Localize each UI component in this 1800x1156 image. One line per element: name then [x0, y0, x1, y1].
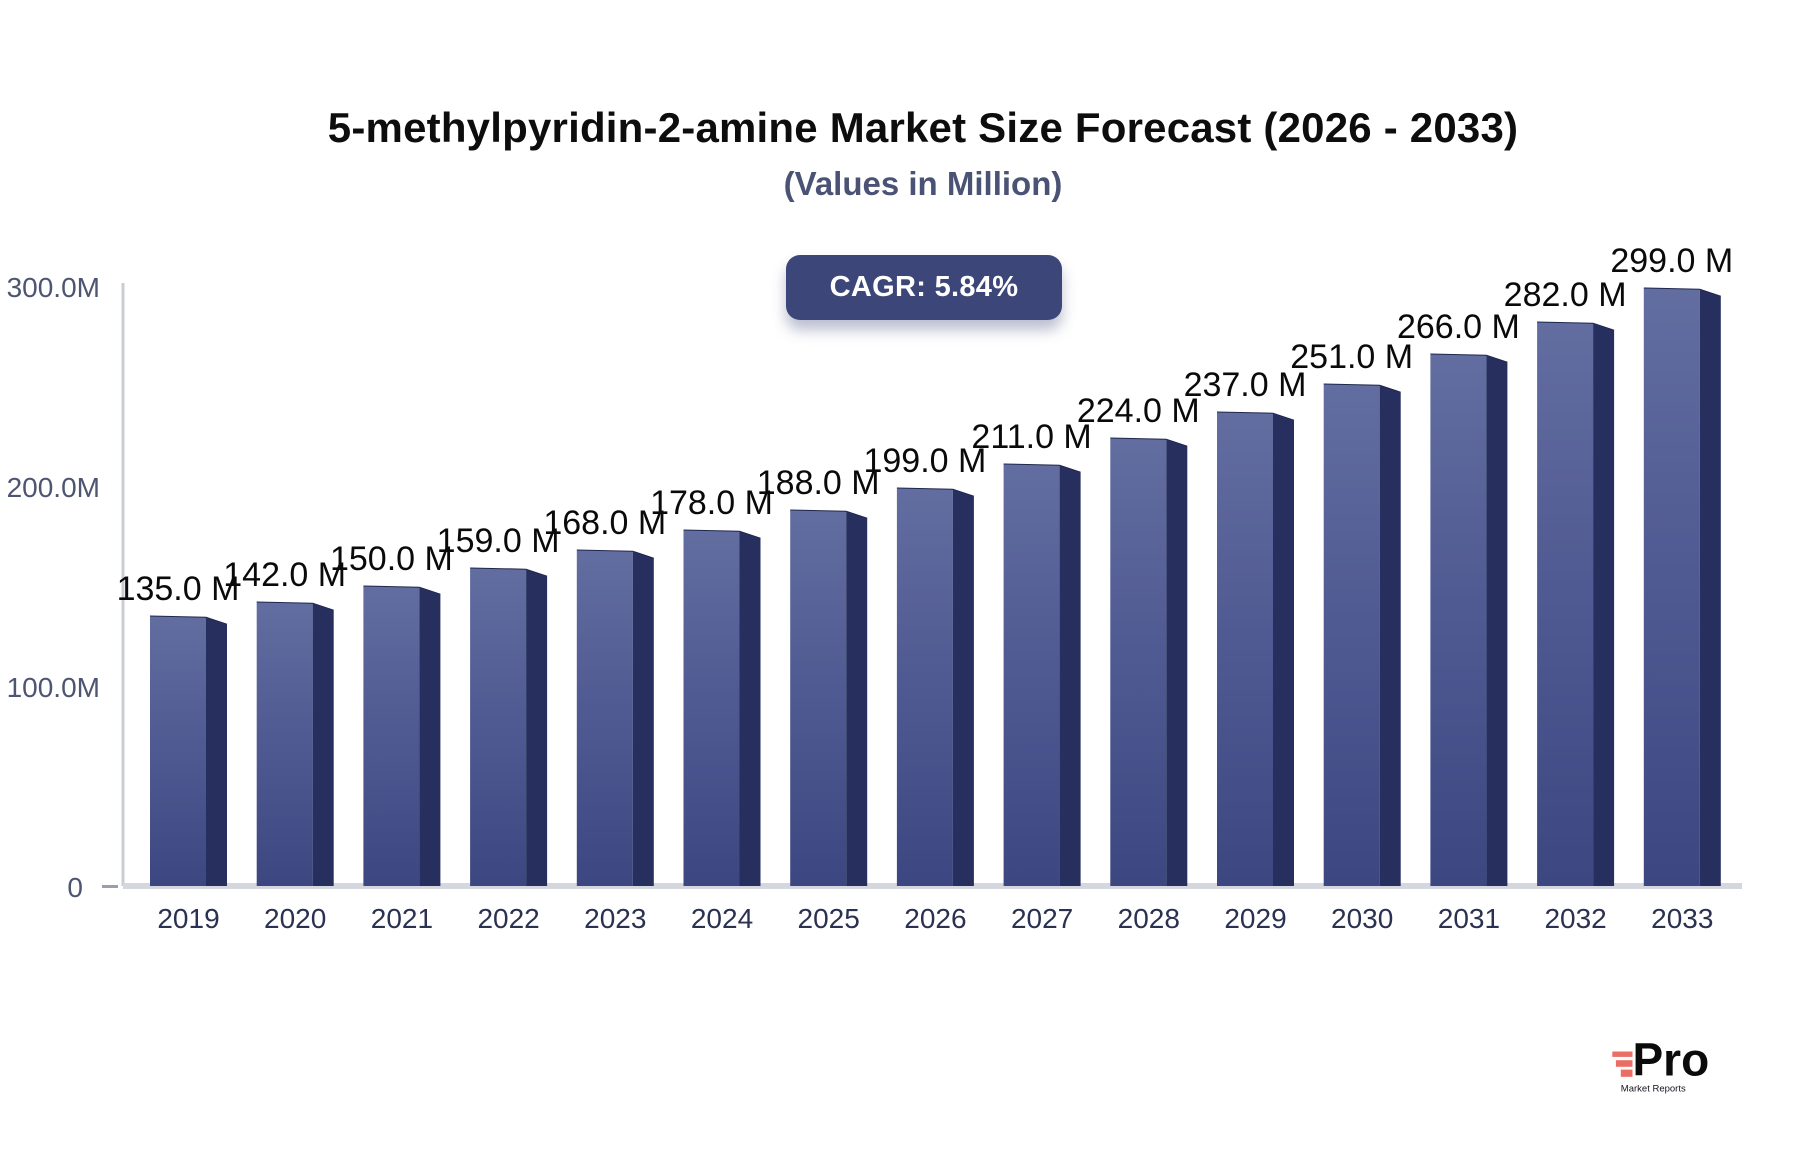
svg-text:Pro: Pro — [1633, 1040, 1710, 1086]
svg-text:Market Reports: Market Reports — [1621, 1084, 1686, 1095]
